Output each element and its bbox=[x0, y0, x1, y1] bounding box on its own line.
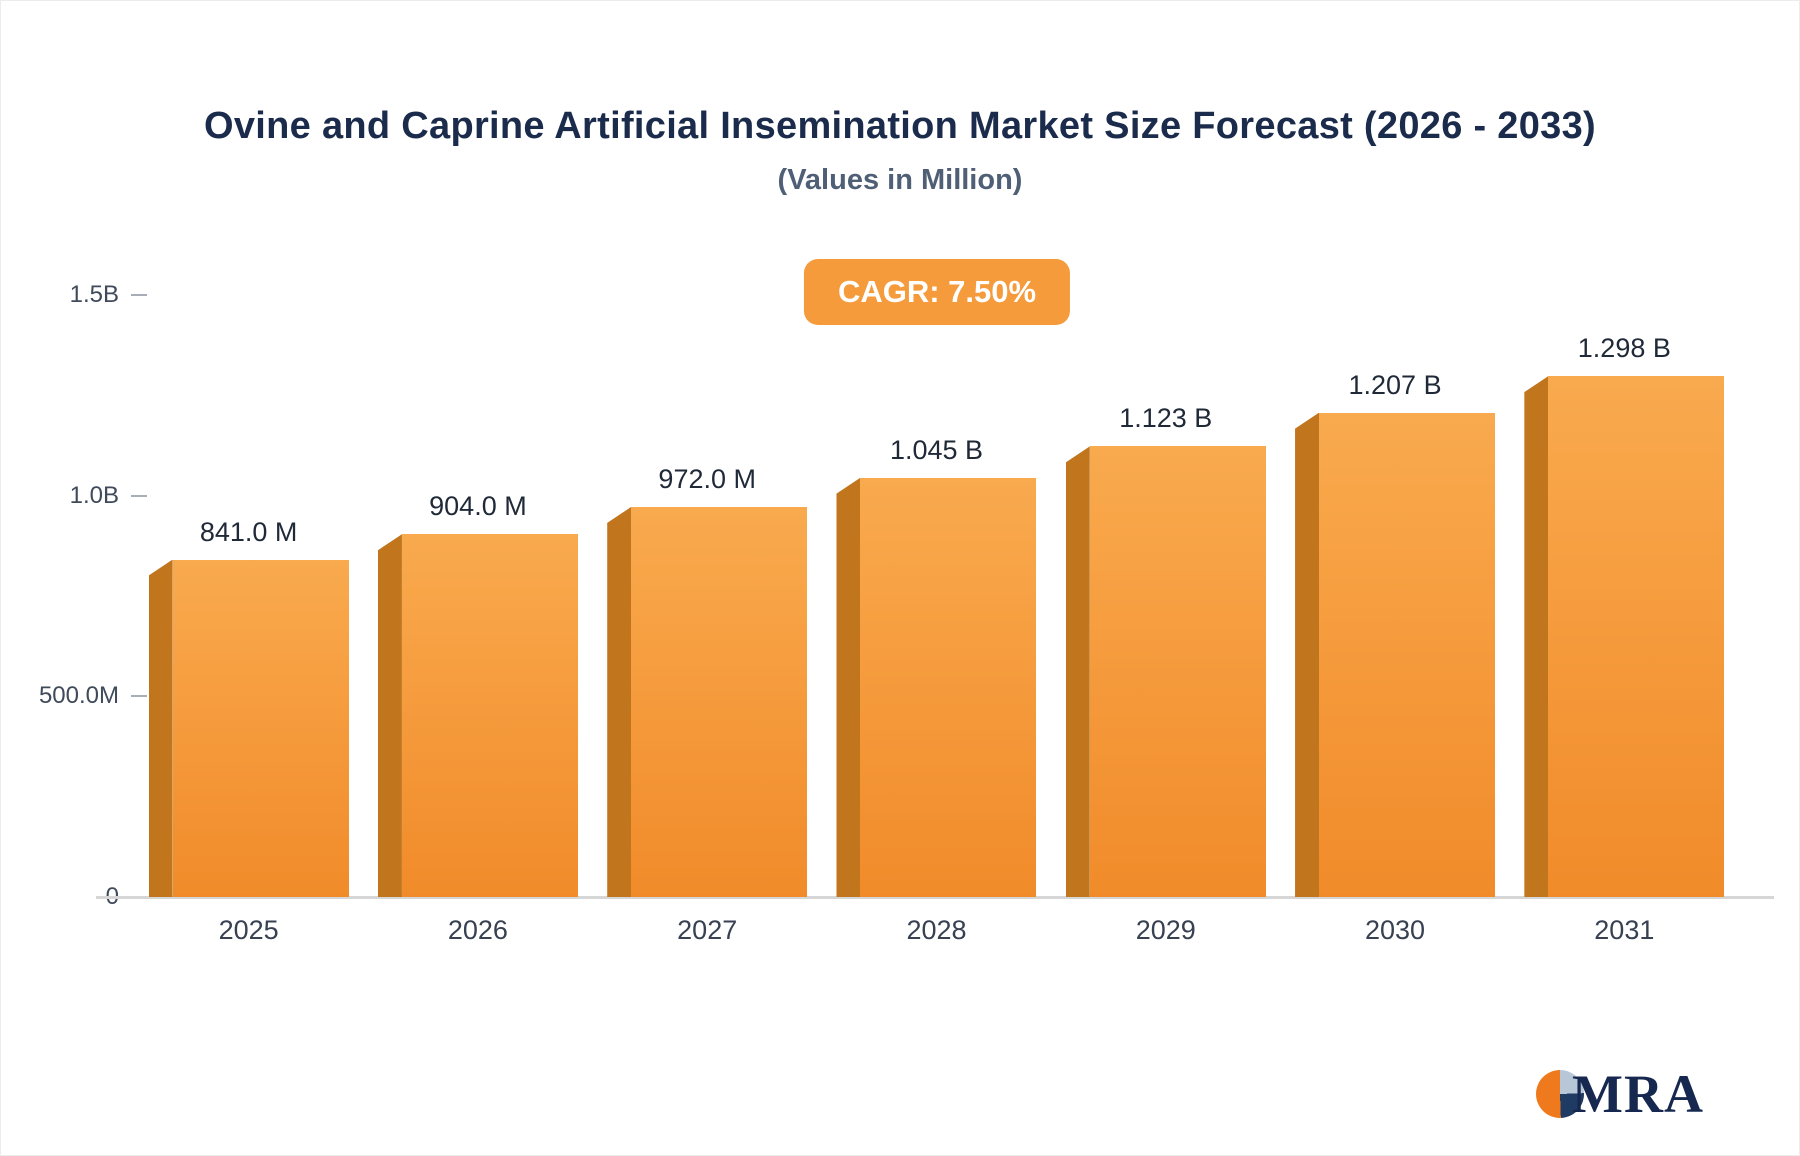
bar-side-face bbox=[836, 477, 861, 897]
bar-front-face bbox=[172, 559, 349, 897]
bar-2030: 1.207 B bbox=[1295, 370, 1496, 897]
bar-value-label: 1.298 B bbox=[1577, 333, 1671, 364]
bar-2028: 1.045 B bbox=[836, 435, 1037, 897]
logo-text: MRA bbox=[1572, 1064, 1704, 1124]
x-axis-label: 2031 bbox=[1594, 915, 1655, 945]
brand-logo: MRA bbox=[1536, 1063, 1704, 1125]
y-axis-tick: 1.0B bbox=[1, 482, 147, 510]
bar-value-label: 1.123 B bbox=[1119, 403, 1213, 434]
plot-area: 841.0 M 904.0 M 972.0 M 1.045 B 1.123 B 1.207… bbox=[134, 295, 1739, 897]
cagr-badge: CAGR: 7.50% bbox=[803, 259, 1071, 325]
bar-value-label: 1.045 B bbox=[889, 434, 984, 465]
bar-2029: 1.123 B bbox=[1065, 403, 1266, 897]
x-axis-label: 2030 bbox=[1365, 915, 1426, 945]
bar-front-face bbox=[860, 477, 1037, 897]
bar-value-label: 1.207 B bbox=[1348, 369, 1442, 400]
bar-side-face bbox=[148, 559, 173, 897]
bar-2025: 841.0 M bbox=[148, 517, 349, 897]
bar-side-face bbox=[1065, 446, 1090, 897]
x-axis-label: 2028 bbox=[906, 915, 967, 945]
bar-slot: 1.207 B bbox=[1280, 295, 1509, 897]
bar-front-face bbox=[401, 534, 578, 897]
y-axis-tick-label: 500.0M bbox=[38, 682, 119, 710]
bar-front-face bbox=[1548, 376, 1725, 897]
bar-slot: 904.0 M bbox=[363, 295, 592, 897]
bar-slot: 1.123 B bbox=[1051, 295, 1280, 897]
bar-value-label: 972.0 M bbox=[658, 463, 756, 494]
bar-slot: 1.298 B bbox=[1510, 295, 1739, 897]
bar-2027: 972.0 M bbox=[607, 464, 808, 897]
y-axis-tick: 500.0M bbox=[1, 682, 147, 710]
bar-2026: 904.0 M bbox=[377, 491, 578, 897]
bar-slot: 841.0 M bbox=[134, 295, 363, 897]
y-axis-tick-label: 1.5B bbox=[69, 281, 119, 308]
bar-side-face bbox=[1295, 412, 1320, 897]
bar-value-label: 904.0 M bbox=[429, 491, 527, 522]
x-axis-labels: 2025 2026 2027 2028 2029 2030 2031 bbox=[134, 915, 1739, 946]
bar-2031: 1.298 B bbox=[1524, 333, 1725, 897]
bar-side-face bbox=[377, 534, 402, 897]
x-axis-label: 2027 bbox=[677, 915, 738, 945]
x-axis-line bbox=[96, 896, 1774, 899]
x-axis-label: 2029 bbox=[1135, 915, 1196, 945]
y-axis-tick-label: 1.0B bbox=[69, 481, 119, 509]
logo-pie-icon bbox=[1536, 1070, 1585, 1118]
y-axis-tick: 1.5B bbox=[1, 281, 147, 309]
bar-value-label: 841.0 M bbox=[199, 516, 298, 547]
bar-front-face bbox=[631, 506, 808, 897]
chart-subtitle: (Values in Million) bbox=[777, 164, 1023, 196]
x-axis-label: 2026 bbox=[447, 915, 508, 945]
bar-slot: 972.0 M bbox=[593, 295, 822, 897]
x-axis-label: 2025 bbox=[218, 915, 279, 945]
bar-side-face bbox=[1524, 376, 1549, 897]
bar-slot: 1.045 B bbox=[822, 295, 1051, 897]
bar-front-face bbox=[1089, 446, 1266, 897]
bar-front-face bbox=[1319, 412, 1496, 897]
bar-side-face bbox=[607, 506, 632, 897]
chart-title: Ovine and Caprine Artificial Inseminatio… bbox=[204, 105, 1596, 147]
